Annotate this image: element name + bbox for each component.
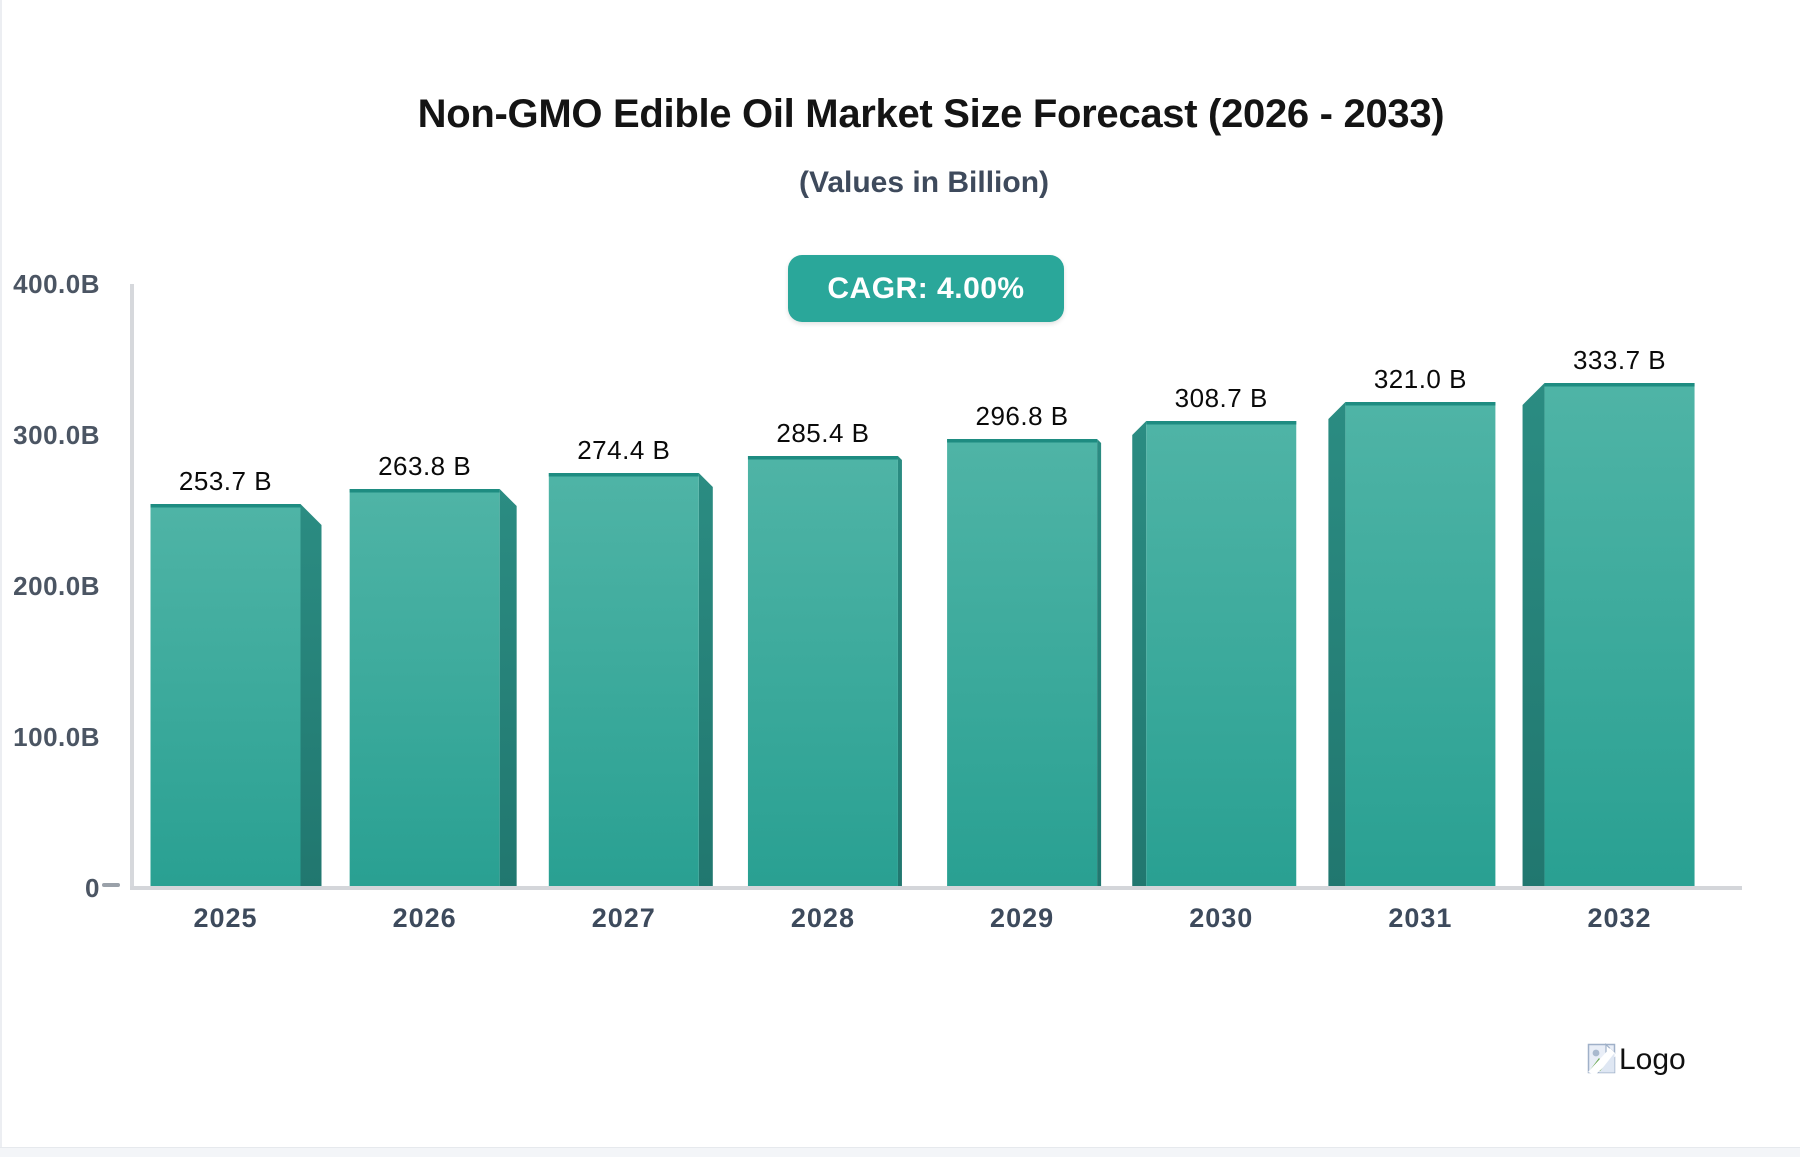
bar-side-face (1328, 402, 1346, 887)
page-bottom-strip (0, 1147, 1800, 1157)
bar-front-face (947, 439, 1098, 887)
bar-side-face (897, 456, 902, 887)
bar-side-face (1132, 421, 1147, 887)
bar-front-face (548, 473, 699, 887)
value-label-2028: 285.4 B (776, 418, 870, 448)
bar-top-edge (1544, 383, 1695, 387)
bar-2026[interactable] (349, 489, 517, 887)
value-label-2029: 296.8 B (975, 401, 1069, 431)
value-label-2030: 308.7 B (1174, 383, 1268, 413)
y-tick-label-300.0B: 300.0B (13, 420, 100, 450)
bar-front-face (1345, 402, 1496, 887)
bar-side-face (499, 489, 517, 887)
x-tick-label-2029: 2029 (990, 903, 1055, 933)
x-tick-label-2032: 2032 (1587, 903, 1652, 933)
bar-2027[interactable] (548, 473, 713, 887)
zero-tick-dash (102, 883, 120, 887)
x-tick-label-2031: 2031 (1388, 903, 1453, 933)
x-tick-label-2027: 2027 (591, 903, 656, 933)
cagr-badge: CAGR: 4.00% (788, 255, 1064, 322)
y-axis-line (130, 284, 134, 890)
bar-front-face (1544, 383, 1695, 887)
chart-subtitle: (Values in Billion) (798, 166, 1050, 199)
bar-side-face (1522, 383, 1545, 887)
value-label-2027: 274.4 B (577, 435, 671, 465)
y-tick-label-200.0B: 200.0B (13, 571, 100, 601)
bar-2025[interactable] (150, 504, 322, 887)
x-tick-label-2026: 2026 (392, 903, 457, 933)
x-axis-line (130, 886, 1742, 890)
bar-top-edge (1345, 402, 1496, 406)
bar-2031[interactable] (1328, 402, 1496, 887)
chart-title: Non-GMO Edible Oil Market Size Forecast … (417, 92, 1445, 136)
y-tick-label-100.0B: 100.0B (13, 722, 100, 752)
broken-image-icon (1587, 1043, 1617, 1075)
bar-front-face (150, 504, 301, 887)
bar-front-face (747, 456, 898, 887)
bar-side-face (300, 504, 322, 887)
value-label-2032: 333.7 B (1572, 345, 1667, 375)
bar-top-edge (1146, 421, 1297, 425)
bar-2029[interactable] (947, 439, 1102, 887)
logo: Logo (1586, 1042, 1686, 1078)
bar-side-face (1097, 439, 1102, 887)
y-tick-label-0: 0 (85, 873, 100, 903)
bar-front-face (1146, 421, 1297, 887)
bar-top-edge (747, 456, 898, 460)
value-label-2031: 321.0 B (1373, 364, 1467, 394)
logo-alt-text: Logo (1619, 1043, 1686, 1076)
page-left-border (0, 0, 2, 1156)
y-tick-label-400.0B: 400.0B (13, 269, 100, 299)
bar-2030[interactable] (1132, 421, 1297, 887)
bar-front-face (349, 489, 500, 887)
bar-2028[interactable] (747, 456, 902, 887)
bar-top-edge (349, 489, 500, 493)
bar-top-edge (548, 473, 699, 477)
value-label-2026: 263.8 B (378, 451, 472, 481)
x-tick-label-2025: 2025 (193, 903, 258, 933)
bar-top-edge (947, 439, 1098, 443)
value-label-2025: 253.7 B (178, 466, 273, 496)
bar-top-edge (150, 504, 301, 508)
bar-side-face (698, 473, 713, 887)
x-tick-label-2028: 2028 (790, 903, 855, 933)
bar-2032[interactable] (1522, 383, 1695, 887)
x-tick-label-2030: 2030 (1189, 903, 1254, 933)
cagr-badge-label: CAGR: 4.00% (827, 271, 1025, 305)
